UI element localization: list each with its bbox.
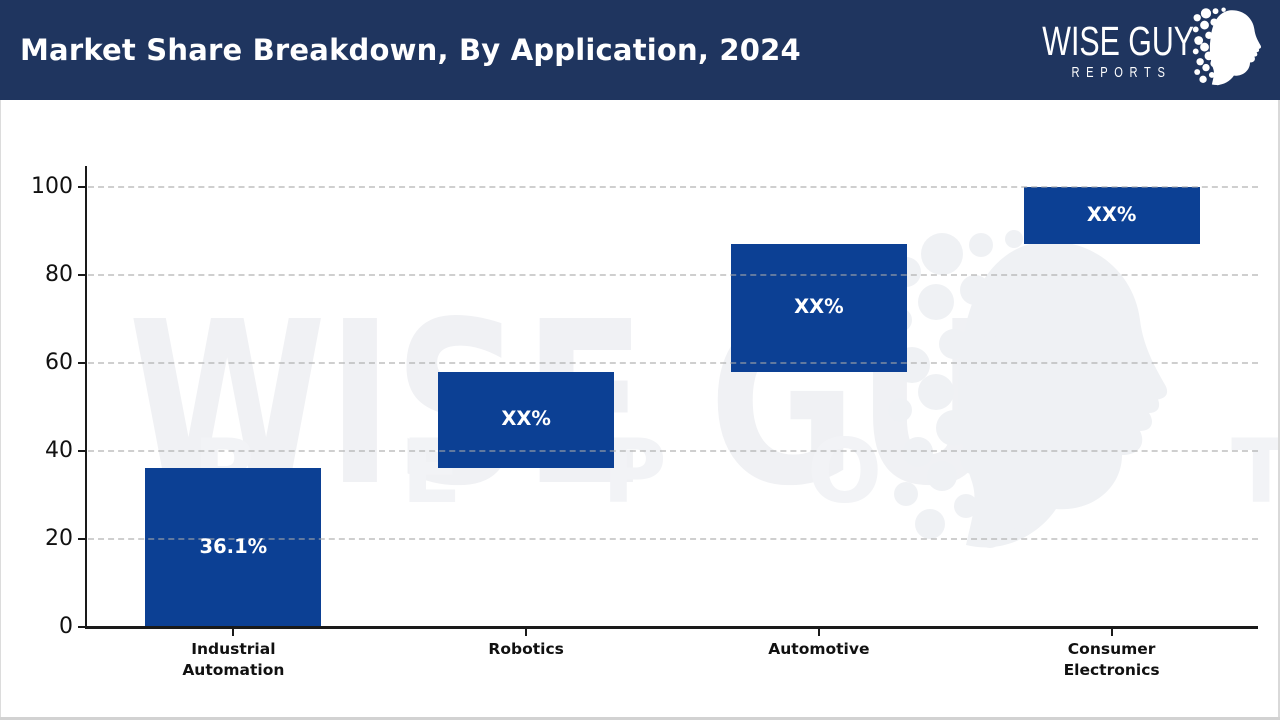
bar-value-label: XX% [794,295,844,318]
y-tick-label: 0 [59,614,73,639]
y-tick-mark [78,274,87,276]
y-tick-label: 20 [45,526,73,551]
category-label: Consumer Electronics [1063,640,1160,679]
y-tick-mark [78,362,87,364]
y-tick-mark [78,450,87,452]
x-tick-mark [525,628,528,636]
frame-edge-bottom [0,717,1280,720]
y-gridline [88,450,1258,452]
y-tick-mark [78,626,87,628]
page-title: Market Share Breakdown, By Application, … [20,33,801,67]
bar-value-label: 36.1% [199,534,268,558]
waterfall-bar [438,371,615,469]
y-tick-mark [78,538,87,540]
logo-wordmark: WISE GUY [1042,17,1194,64]
wise-guy-logo: WISE GUY REPORTS [989,6,1266,94]
x-axis-line [85,626,1258,629]
bar-value-label: XX% [1086,202,1137,226]
waterfall-bar [730,244,907,372]
y-axis-line [85,166,87,629]
y-tick-label: 80 [45,262,73,287]
y-gridline [88,274,1258,276]
bar-value-label: XX% [501,406,551,430]
logo-text: WISE GUY REPORTS [1042,17,1194,81]
logo-subtitle: REPORTS [1071,63,1172,81]
y-tick-mark [78,186,87,188]
y-tick-label: 100 [31,174,73,199]
y-gridline [88,362,1258,364]
x-tick-mark [1110,628,1113,636]
y-tick-label: 40 [45,438,73,463]
category-label: Automotive [768,640,870,658]
x-tick-mark [817,628,820,636]
y-gridline [88,186,1258,188]
category-label: Robotics [488,640,564,658]
y-tick-label: 60 [45,350,73,375]
waterfall-bar [1023,187,1200,245]
frame-edge-right [1278,100,1280,720]
x-tick-mark [232,628,235,636]
header-bar: Market Share Breakdown, By Application, … [0,0,1280,100]
category-label: Industrial Automation [182,640,285,679]
y-gridline [88,538,1258,540]
head-profile-icon [1192,7,1262,86]
waterfall-bar [145,468,322,627]
frame-edge-left [0,100,1,720]
